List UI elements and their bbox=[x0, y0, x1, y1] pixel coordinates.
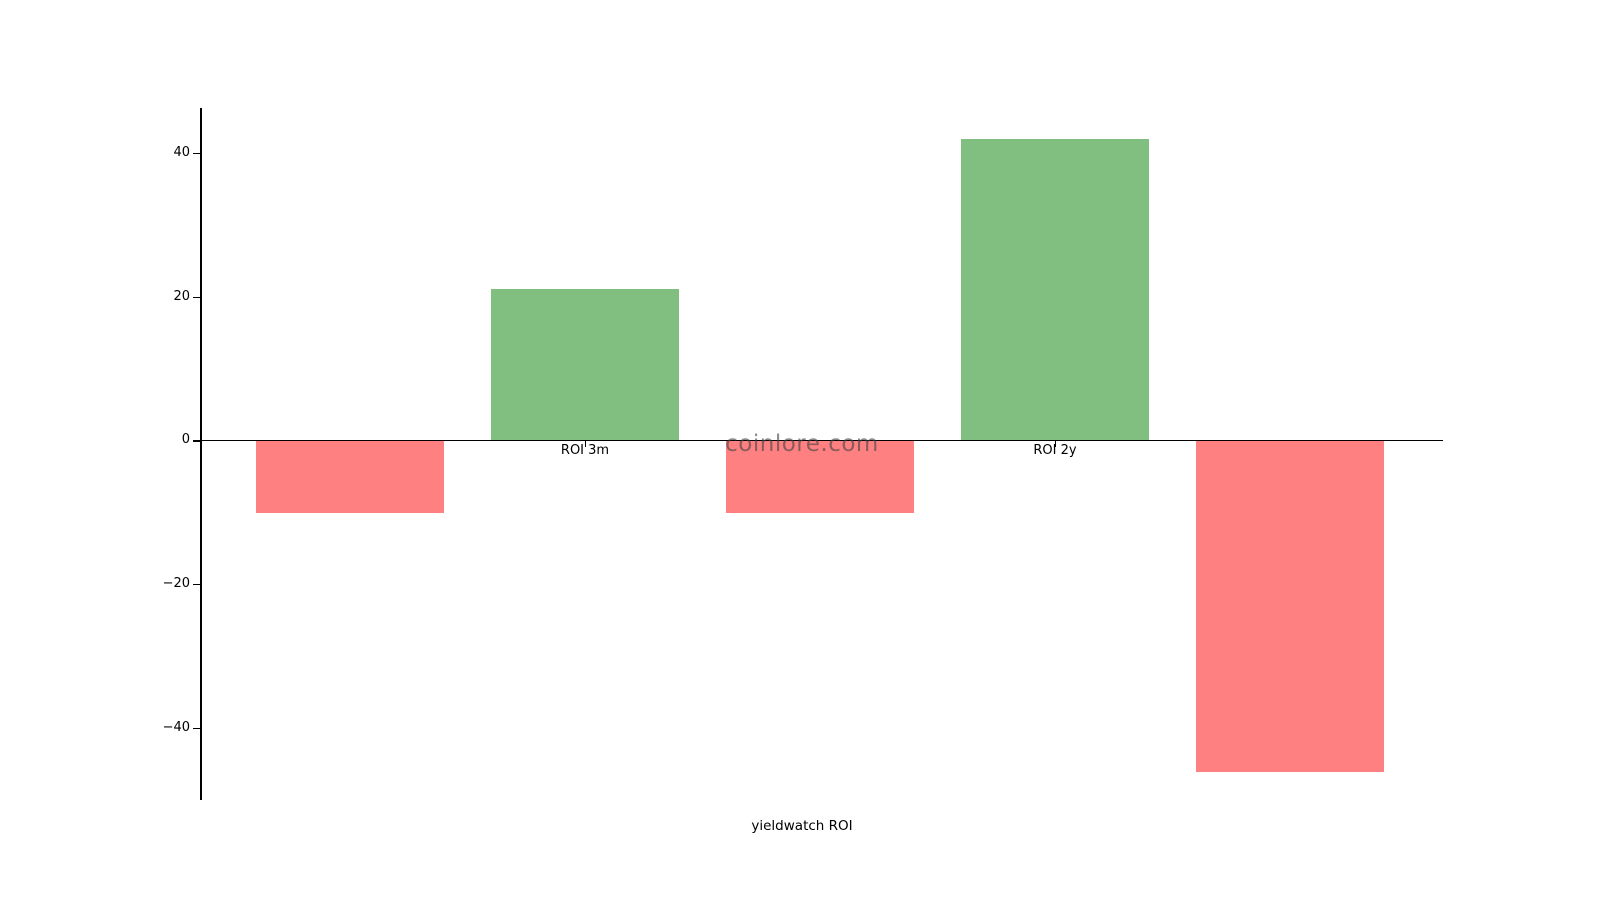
watermark-text: coinlore.com bbox=[725, 431, 879, 457]
chart-title: yieldwatch ROI bbox=[751, 818, 853, 834]
bar-1-negative bbox=[256, 441, 444, 514]
x-tick-roi-3m bbox=[585, 441, 587, 448]
y-tick-label-0: 0 bbox=[181, 432, 190, 448]
bar-4-positive bbox=[961, 138, 1149, 441]
y-tick-−20 bbox=[193, 584, 200, 586]
bar-5-negative bbox=[1196, 441, 1384, 773]
y-tick-label-20: 20 bbox=[173, 288, 190, 304]
bar-3-negative bbox=[726, 441, 914, 514]
y-tick-0 bbox=[193, 440, 200, 442]
x-tick-roi-2y bbox=[1055, 441, 1057, 448]
y-tick-label-−20: −20 bbox=[162, 576, 190, 592]
y-axis-spine bbox=[200, 108, 202, 800]
y-tick-label-40: 40 bbox=[173, 144, 190, 160]
y-tick-20 bbox=[193, 296, 200, 298]
x-axis-zero-line bbox=[193, 440, 1443, 442]
x-tick-label-roi-3m: ROI 3m bbox=[560, 443, 610, 459]
y-tick-−40 bbox=[193, 727, 200, 730]
y-tick-label-−40: −40 bbox=[162, 719, 190, 735]
x-tick-label-roi-2y: ROI 2y bbox=[1033, 443, 1077, 459]
bar-2-positive bbox=[491, 289, 679, 441]
y-tick-40 bbox=[193, 152, 200, 155]
